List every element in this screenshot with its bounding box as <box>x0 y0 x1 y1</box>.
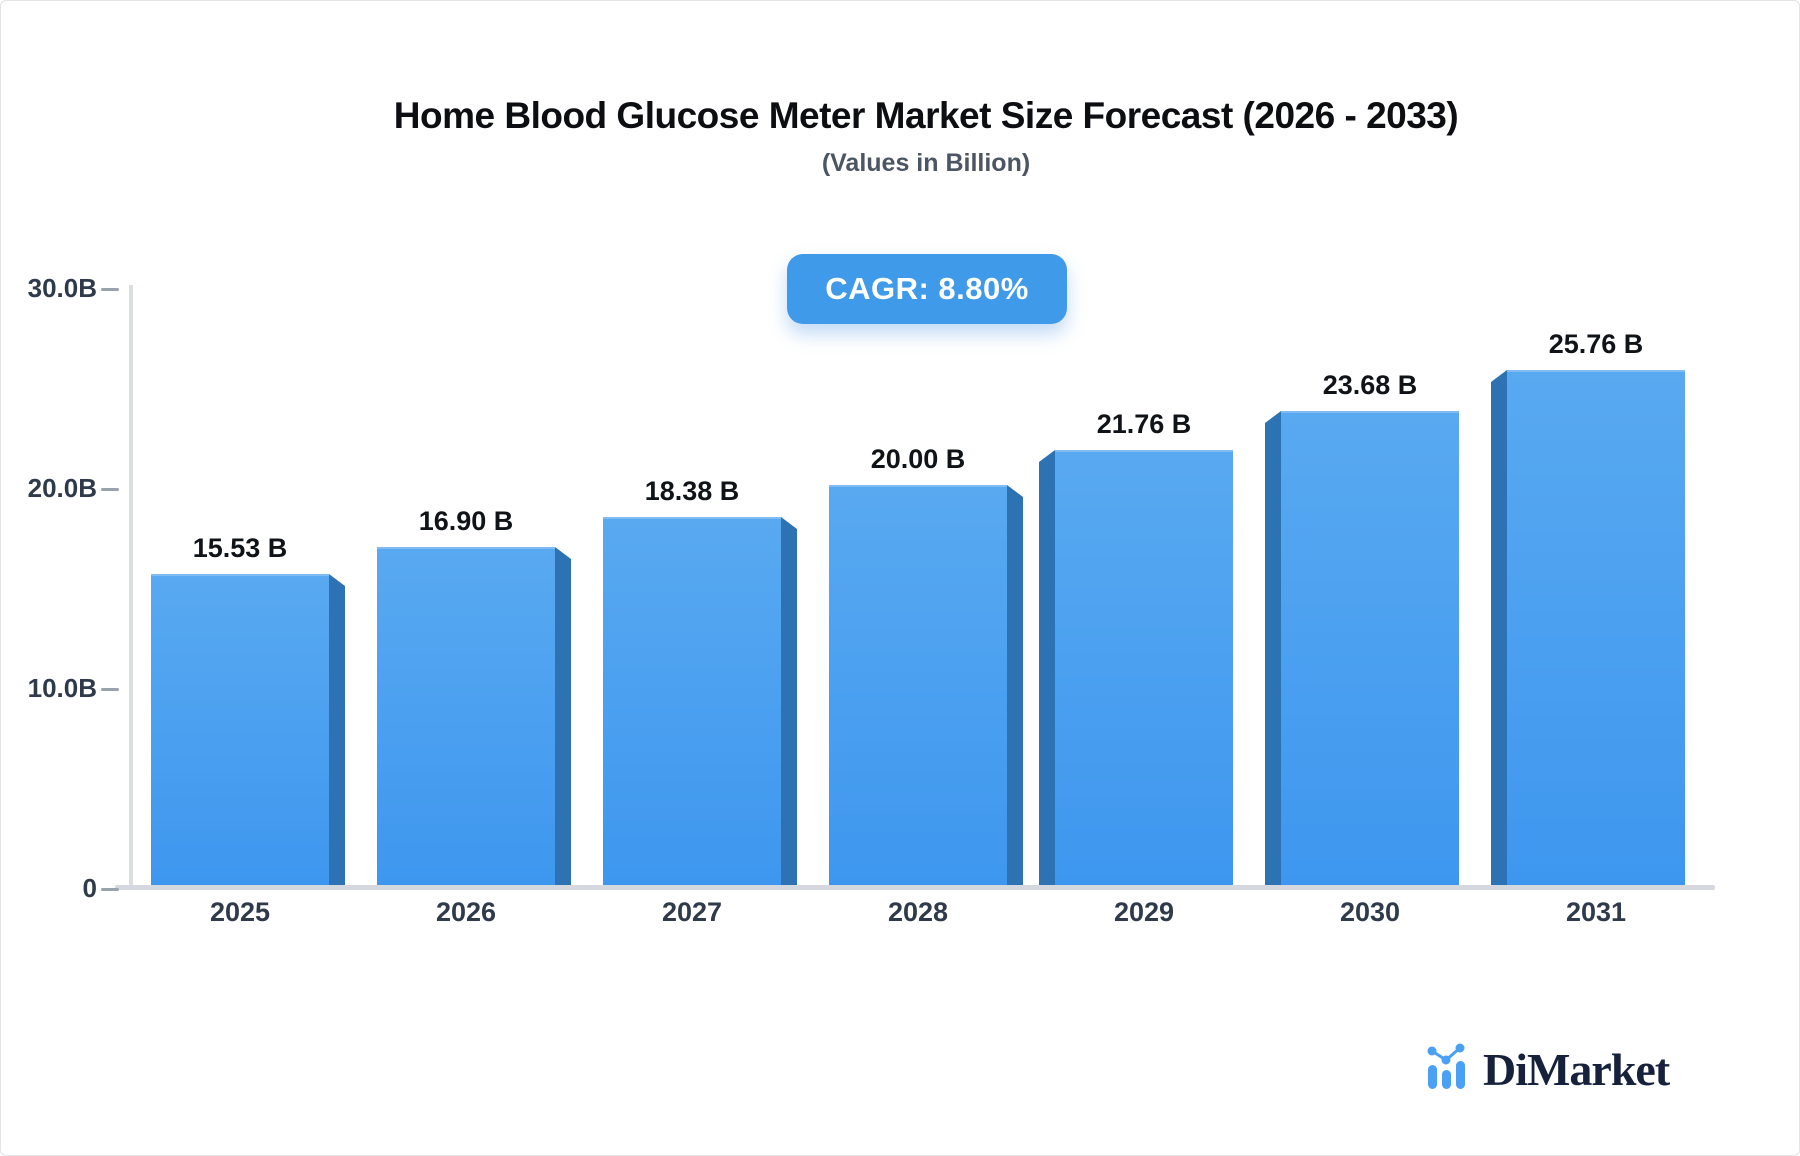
bar-chart-logo-icon <box>1421 1041 1473 1098</box>
x-axis-label-2027: 2027 <box>661 897 723 927</box>
y-axis-tick-mark <box>101 888 119 891</box>
x-axis-label-2029: 2029 <box>1113 897 1175 927</box>
bar-face <box>377 547 555 885</box>
y-axis-line <box>129 285 133 887</box>
x-axis-label-2031: 2031 <box>1565 897 1627 927</box>
x-axis-label-2026: 2026 <box>435 897 497 927</box>
x-axis-label-2025: 2025 <box>209 897 271 927</box>
bar-value-label: 20.00 B <box>870 444 966 474</box>
bar-2028: 20.00 B <box>829 425 1023 885</box>
brand-name: DiMarket <box>1483 1044 1670 1095</box>
bar-value-label: 21.76 B <box>1096 409 1192 439</box>
bar-face <box>603 517 781 885</box>
bar-2026: 16.90 B <box>377 487 571 885</box>
x-axis-line <box>115 885 1715 890</box>
bar-face <box>1507 370 1685 885</box>
bar-2027: 18.38 B <box>603 457 797 885</box>
y-axis-tick-mark <box>101 688 119 691</box>
x-axis-label-2028: 2028 <box>887 897 949 927</box>
chart-subtitle: (Values in Billion) <box>821 149 1031 177</box>
chart-title: Home Blood Glucose Meter Market Size For… <box>393 95 1459 136</box>
bar-2025: 15.53 B <box>151 514 345 885</box>
bar-value-label: 15.53 B <box>192 533 288 563</box>
brand-logo: DiMarket <box>1421 1041 1670 1098</box>
y-axis-tick-mark <box>101 288 119 291</box>
bar-side-face <box>1039 450 1055 885</box>
bar-2031: 25.76 B <box>1491 310 1685 885</box>
bar-face <box>1055 450 1233 885</box>
y-axis-tick-label: 0 <box>82 873 97 903</box>
x-axis-label-2030: 2030 <box>1339 897 1401 927</box>
cagr-badge: CAGR: 8.80% <box>787 254 1067 324</box>
bar-2029: 21.76 B <box>1039 390 1233 885</box>
bar-value-label: 18.38 B <box>644 476 740 506</box>
bar-side-face <box>1491 370 1507 885</box>
y-axis-tick-label: 20.0B <box>27 473 97 503</box>
y-axis-tick-label: 10.0B <box>27 673 97 703</box>
bar-side-face <box>1007 485 1023 885</box>
y-axis-tick-mark <box>101 488 119 491</box>
bar-face <box>151 574 329 885</box>
bar-value-label: 25.76 B <box>1548 329 1644 359</box>
bar-value-label: 16.90 B <box>418 506 514 536</box>
bar-side-face <box>781 517 797 885</box>
bar-face <box>829 485 1007 885</box>
y-axis-tick-label: 30.0B <box>27 273 97 303</box>
bar-side-face <box>329 574 345 885</box>
bar-face <box>1281 411 1459 885</box>
bar-2030: 23.68 B <box>1265 351 1459 885</box>
bar-value-label: 23.68 B <box>1322 370 1418 400</box>
bar-side-face <box>555 547 571 885</box>
bar-side-face <box>1265 411 1281 885</box>
